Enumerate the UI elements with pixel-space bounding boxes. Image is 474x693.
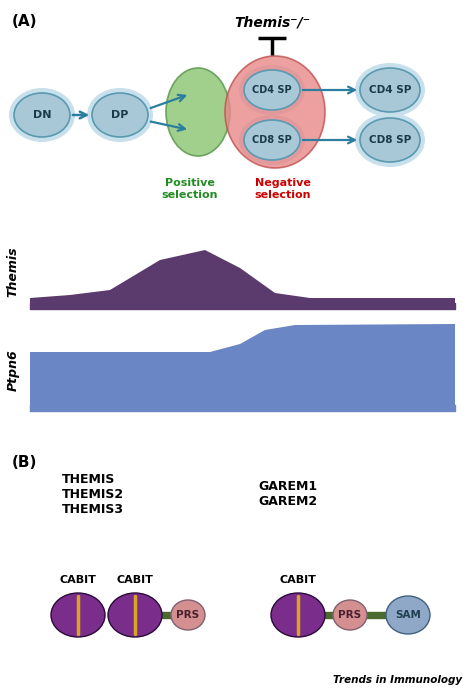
Text: THEMIS2: THEMIS2 [62,488,124,501]
Text: CABIT: CABIT [280,575,317,585]
Ellipse shape [244,120,300,160]
Text: CD4 SP: CD4 SP [252,85,292,95]
Text: PRS: PRS [176,610,200,620]
Ellipse shape [244,70,300,110]
Text: Negative
selection: Negative selection [255,178,311,200]
Text: DP: DP [111,110,128,120]
Ellipse shape [386,596,430,634]
Ellipse shape [51,593,105,637]
Text: DN: DN [33,110,51,120]
Ellipse shape [333,600,367,630]
Ellipse shape [9,88,75,142]
Text: CD4 SP: CD4 SP [369,85,411,95]
Ellipse shape [108,593,162,637]
Ellipse shape [225,56,325,168]
Text: THEMIS3: THEMIS3 [62,503,124,516]
Polygon shape [30,250,455,303]
Text: CABIT: CABIT [60,575,96,585]
Ellipse shape [239,65,305,115]
Text: (A): (A) [12,14,37,29]
Ellipse shape [360,118,420,162]
Text: SAM: SAM [395,610,421,620]
Ellipse shape [355,113,425,167]
Ellipse shape [355,63,425,117]
Text: Themis: Themis [7,247,19,297]
Ellipse shape [239,115,305,165]
Text: CD8 SP: CD8 SP [252,135,292,145]
Ellipse shape [171,600,205,630]
Text: GAREM2: GAREM2 [258,495,317,508]
Text: THEMIS: THEMIS [62,473,115,486]
Polygon shape [30,324,455,405]
Text: PRS: PRS [338,610,362,620]
Text: Themis⁻/⁻: Themis⁻/⁻ [234,16,310,30]
Ellipse shape [92,93,148,137]
Text: CABIT: CABIT [117,575,154,585]
Text: (B): (B) [12,455,37,470]
Text: Ptpn6: Ptpn6 [7,349,19,391]
Text: GAREM1: GAREM1 [258,480,317,493]
Ellipse shape [166,68,230,156]
Ellipse shape [87,88,153,142]
Ellipse shape [271,593,325,637]
Text: CD8 SP: CD8 SP [369,135,411,145]
Text: Positive
selection: Positive selection [162,178,218,200]
Ellipse shape [360,68,420,112]
Ellipse shape [14,93,70,137]
Text: Trends in Immunology: Trends in Immunology [333,675,462,685]
